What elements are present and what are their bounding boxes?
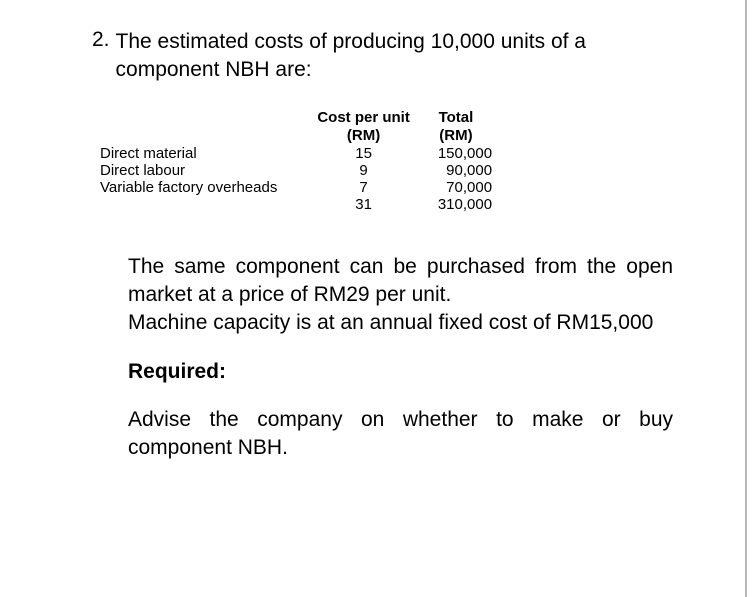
paragraph-capacity: Machine capacity is at an annual fixed c… <box>128 309 673 337</box>
required-label: Required: <box>128 360 683 384</box>
question-text: The estimated costs of producing 10,000 … <box>116 28 683 85</box>
header-total-line2: (RM) <box>439 127 472 144</box>
page-edge-line <box>745 0 747 597</box>
row-total: 90,000 <box>420 162 492 179</box>
table-header-unit: Cost per unit (RM) <box>307 109 420 145</box>
table-row: Direct labour 9 90,000 <box>100 162 492 179</box>
question-number: 2. <box>70 28 110 52</box>
row-unit: 15 <box>307 145 420 162</box>
question-header: 2. The estimated costs of producing 10,0… <box>70 28 683 85</box>
row-label <box>100 196 307 213</box>
row-unit: 7 <box>307 179 420 196</box>
row-label: Variable factory overheads <box>100 179 307 196</box>
header-unit-line2: (RM) <box>347 127 380 144</box>
paragraph2-text: Machine capacity is at an annual fixed c… <box>128 311 653 334</box>
header-unit-line1: Cost per unit <box>317 109 410 126</box>
cost-table: Cost per unit (RM) Total (RM) Direct mat… <box>100 109 492 213</box>
table-header-total: Total (RM) <box>420 109 492 145</box>
row-label: Direct material <box>100 145 307 162</box>
table-row: Variable factory overheads 7 70,000 <box>100 179 492 196</box>
table-row: 31 310,000 <box>100 196 492 213</box>
row-unit: 9 <box>307 162 420 179</box>
header-total-line1: Total <box>439 109 474 126</box>
table-header-blank <box>100 109 307 145</box>
row-total: 310,000 <box>420 196 492 213</box>
row-label: Direct labour <box>100 162 307 179</box>
paragraph-market: The same component can be purchased from… <box>128 253 673 310</box>
table-row: Direct material 15 150,000 <box>100 145 492 162</box>
paragraph1-text: The same component can be purchased from… <box>128 255 673 306</box>
row-unit: 31 <box>307 196 420 213</box>
row-total: 150,000 <box>420 145 492 162</box>
required-text: Advise the company on whether to make or… <box>128 406 673 463</box>
row-total: 70,000 <box>420 179 492 196</box>
